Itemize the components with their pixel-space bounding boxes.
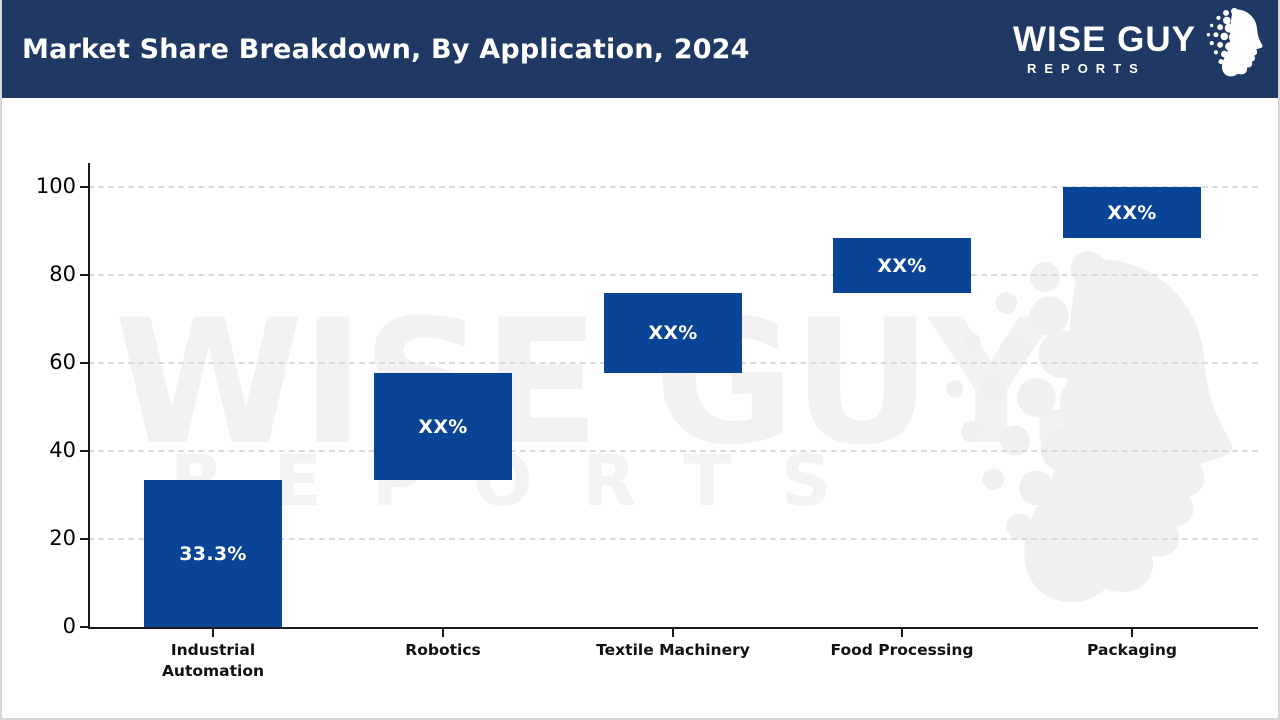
logo-subtitle: REPORTS	[1026, 61, 1146, 76]
x-tick-mark	[672, 629, 674, 637]
y-tick-label: 0	[62, 614, 76, 638]
bar-value-label: XX%	[648, 321, 698, 344]
y-tick-mark	[80, 538, 88, 540]
x-category-label: Robotics	[405, 641, 481, 659]
y-tick-label: 60	[49, 350, 76, 374]
bar-packaging: XX%	[1063, 187, 1201, 239]
wiseguy-logo: WISE GUY REPORTS	[1013, 0, 1268, 98]
y-tick-label: 20	[49, 526, 76, 550]
y-tick-label: 100	[35, 174, 76, 198]
watermark-text: WISE GUY.	[114, 282, 1087, 483]
x-category-label: Textile Machinery	[596, 641, 750, 659]
gridline-y80	[88, 274, 1258, 276]
watermark-face-icon	[830, 222, 1260, 702]
y-axis-line	[88, 163, 90, 629]
x-category-label: Packaging	[1087, 641, 1177, 659]
logo-name: WISE GUY	[1012, 20, 1196, 59]
bar-value-label: XX%	[1107, 201, 1157, 224]
x-category-label: Food Processing	[830, 641, 974, 659]
bar-value-label: 33.3%	[179, 542, 247, 565]
bar-robotics: XX%	[374, 373, 512, 481]
bar-industrial-automation: 33.3%	[144, 480, 282, 627]
bar-value-label: XX%	[877, 254, 927, 277]
gridline-y100	[88, 186, 1258, 188]
bar-food-processing: XX%	[833, 238, 971, 293]
header: Market Share Breakdown, By Application, …	[2, 0, 1278, 98]
x-tick-mark	[901, 629, 903, 637]
x-tick-mark	[1131, 629, 1133, 637]
chart-title: Market Share Breakdown, By Application, …	[22, 33, 750, 65]
y-tick-mark	[80, 450, 88, 452]
x-axis-line	[88, 627, 1258, 629]
gridline-y40	[88, 450, 1258, 452]
y-tick-mark	[80, 186, 88, 188]
x-tick-mark	[212, 629, 214, 637]
bar-value-label: XX%	[418, 415, 468, 438]
x-category-label: Industrial Automation	[161, 641, 265, 680]
gridline-y20	[88, 538, 1258, 540]
y-tick-label: 80	[49, 262, 76, 286]
dotted-face-profile-icon	[1184, 6, 1268, 92]
y-tick-mark	[80, 274, 88, 276]
y-tick-mark	[80, 362, 88, 364]
y-tick-mark	[80, 626, 88, 628]
y-tick-label: 40	[49, 438, 76, 462]
bar-textile-machinery: XX%	[604, 292, 742, 374]
plot-area: 0 20 40 60 80 100 33.3% Industrial Automation XX…	[2, 98, 1278, 718]
logo-text: WISE GUY REPORTS	[1013, 22, 1196, 76]
x-tick-mark	[442, 629, 444, 637]
